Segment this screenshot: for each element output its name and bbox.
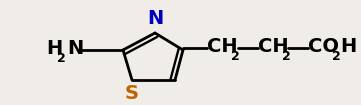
Text: CH: CH <box>207 37 238 56</box>
Text: 2: 2 <box>332 51 341 64</box>
Text: CH: CH <box>258 37 289 56</box>
Text: 2: 2 <box>282 51 291 64</box>
Text: H: H <box>340 37 356 56</box>
Text: N: N <box>67 39 83 58</box>
Text: N: N <box>147 9 163 28</box>
Text: S: S <box>125 84 139 103</box>
Text: CO: CO <box>308 37 339 56</box>
Text: H: H <box>46 39 62 58</box>
Text: 2: 2 <box>231 51 240 64</box>
Text: 2: 2 <box>57 51 66 64</box>
